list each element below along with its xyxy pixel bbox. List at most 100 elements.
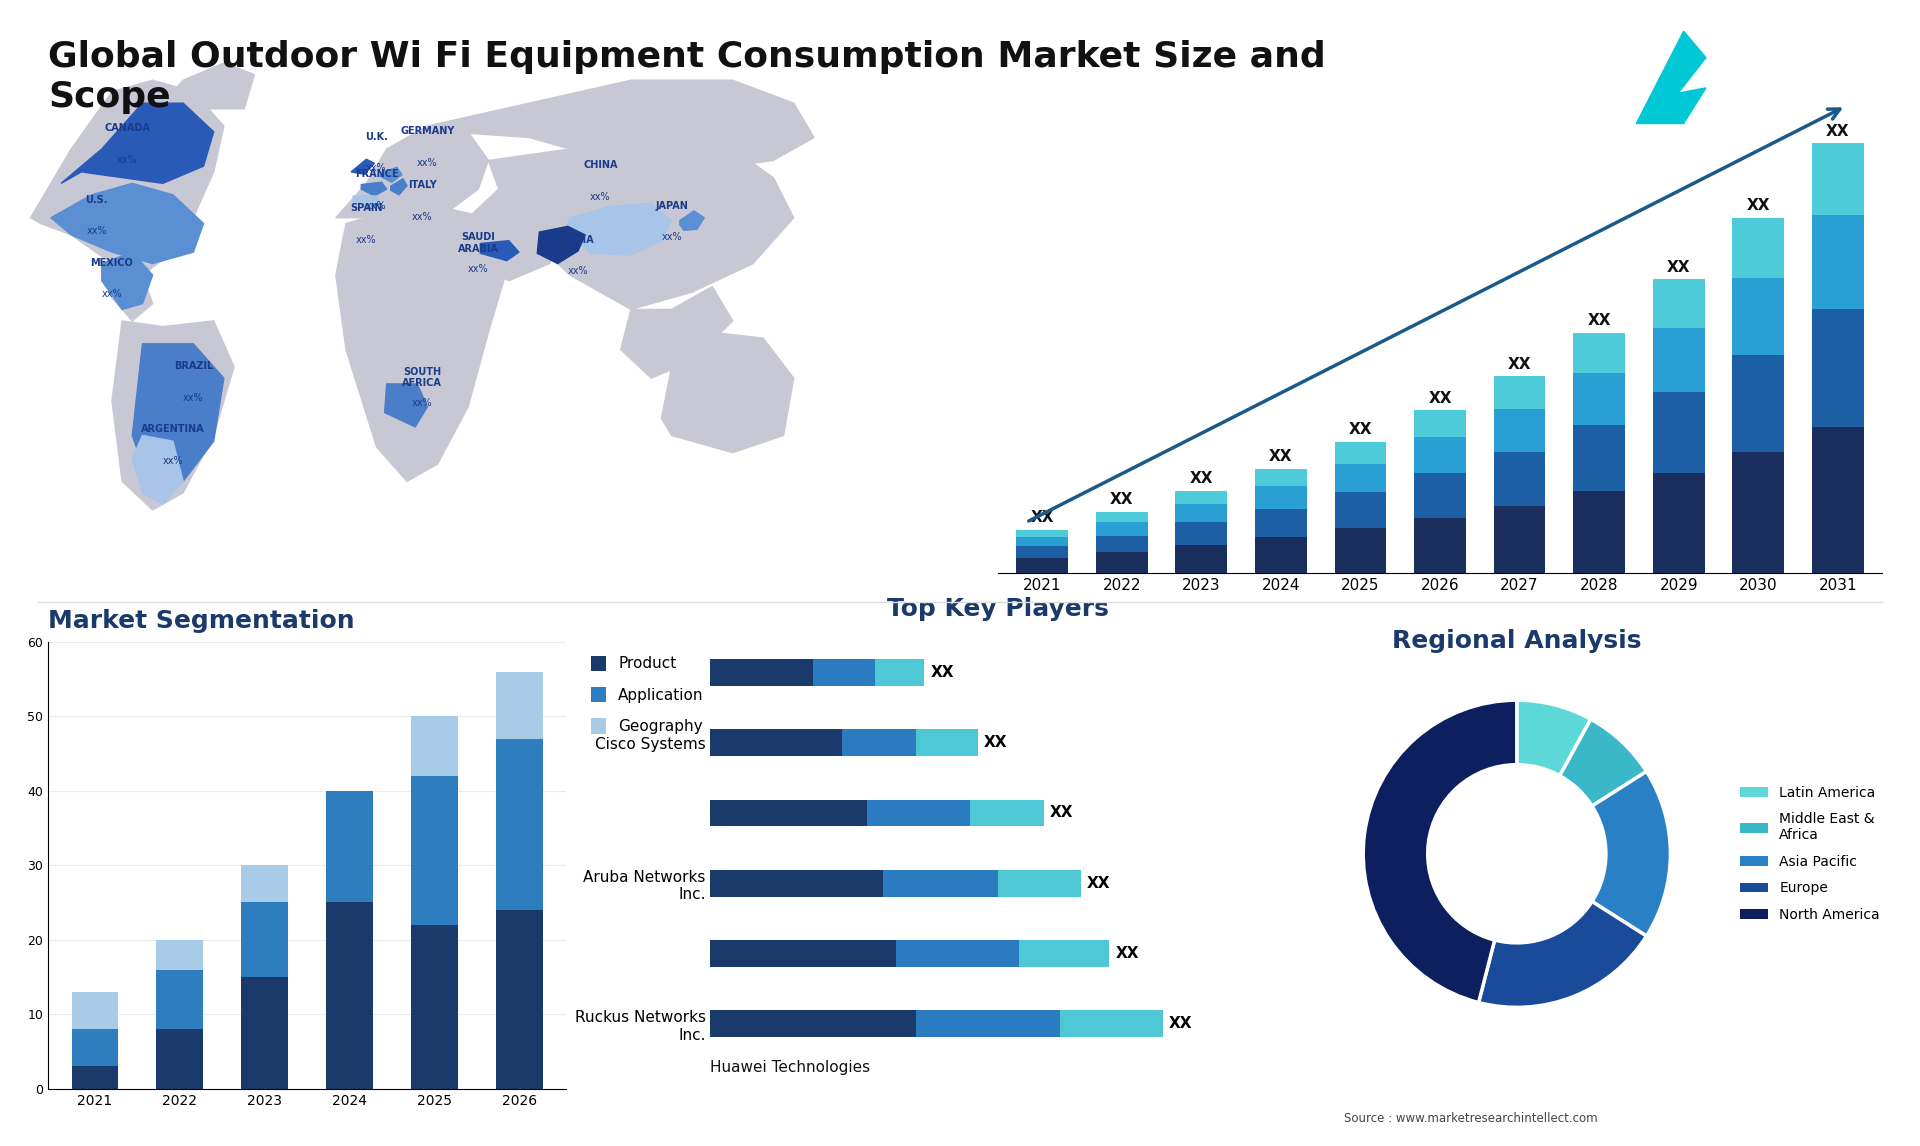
Bar — [1256, 509, 1308, 537]
Bar — [71, 1066, 119, 1089]
Text: XX: XX — [1031, 510, 1054, 525]
Bar — [1415, 438, 1465, 473]
Text: xx%: xx% — [367, 201, 386, 211]
Text: XX: XX — [931, 665, 954, 680]
Wedge shape — [1363, 700, 1517, 1003]
Bar — [1572, 425, 1624, 490]
Text: GERMANY: GERMANY — [399, 126, 455, 136]
Bar — [1096, 552, 1148, 573]
Polygon shape — [353, 196, 380, 207]
Wedge shape — [1517, 700, 1592, 776]
Bar — [1415, 518, 1465, 573]
Text: XX: XX — [1588, 313, 1611, 329]
Bar — [156, 970, 204, 1029]
Text: XX: XX — [1087, 876, 1110, 890]
Title: Regional Analysis: Regional Analysis — [1392, 629, 1642, 653]
Polygon shape — [660, 332, 793, 453]
Bar — [1494, 453, 1546, 505]
Text: XX: XX — [1169, 1017, 1192, 1031]
Polygon shape — [680, 211, 705, 230]
Text: xx%: xx% — [413, 212, 432, 222]
Text: XX: XX — [1050, 806, 1073, 821]
Wedge shape — [1478, 902, 1647, 1007]
Bar — [1096, 512, 1148, 523]
Wedge shape — [1559, 720, 1647, 806]
Bar — [866, 800, 970, 826]
Bar — [710, 800, 866, 826]
Text: XX: XX — [1116, 945, 1139, 960]
Text: xx%: xx% — [417, 158, 438, 167]
Bar — [883, 870, 998, 896]
Polygon shape — [31, 80, 225, 275]
Text: xx%: xx% — [163, 456, 182, 465]
Text: ITALY: ITALY — [407, 181, 436, 190]
Text: Huawei Technologies: Huawei Technologies — [710, 1060, 870, 1075]
Text: XX: XX — [1348, 422, 1373, 438]
Bar — [1334, 441, 1386, 464]
Text: xx%: xx% — [568, 267, 588, 276]
Polygon shape — [102, 252, 152, 309]
Wedge shape — [1592, 771, 1670, 936]
Bar — [1060, 1011, 1164, 1037]
Text: JAPAN: JAPAN — [655, 201, 687, 211]
Bar — [1016, 529, 1068, 537]
Text: Source : www.marketresearchintellect.com: Source : www.marketresearchintellect.com — [1344, 1113, 1597, 1125]
Polygon shape — [111, 321, 234, 510]
Text: XX: XX — [1269, 449, 1292, 464]
Text: BRAZIL: BRAZIL — [173, 361, 213, 371]
Bar — [1175, 490, 1227, 504]
Polygon shape — [384, 384, 428, 426]
Bar — [242, 976, 288, 1089]
Bar — [495, 910, 543, 1089]
Bar — [411, 776, 459, 925]
Text: SAUDI
ARABIA: SAUDI ARABIA — [457, 231, 499, 253]
Bar — [495, 738, 543, 910]
Bar — [1812, 215, 1864, 309]
Text: xx%: xx% — [86, 227, 108, 236]
Bar — [71, 991, 119, 1029]
Polygon shape — [351, 159, 374, 174]
Bar — [710, 659, 814, 685]
Bar — [1096, 535, 1148, 552]
Bar — [1415, 473, 1465, 518]
Text: SOUTH
AFRICA: SOUTH AFRICA — [403, 367, 442, 388]
Bar — [1732, 277, 1784, 355]
Legend: Product, Application, Geography: Product, Application, Geography — [584, 650, 710, 740]
Polygon shape — [361, 182, 386, 196]
Bar — [71, 1029, 119, 1066]
Text: Market Segmentation: Market Segmentation — [48, 609, 355, 633]
Bar — [1812, 426, 1864, 573]
Text: XX: XX — [1826, 124, 1849, 139]
Text: xx%: xx% — [660, 231, 682, 242]
Text: XX: XX — [1190, 471, 1213, 486]
Bar — [1732, 453, 1784, 573]
Bar — [326, 791, 372, 903]
Bar — [1572, 490, 1624, 573]
Text: RESEARCH: RESEARCH — [1734, 62, 1791, 72]
Bar — [895, 940, 1020, 967]
Text: xx%: xx% — [355, 235, 376, 245]
Bar — [1653, 473, 1705, 573]
Text: XX: XX — [1110, 493, 1133, 508]
Polygon shape — [1636, 31, 1705, 124]
Bar — [495, 672, 543, 738]
Bar — [411, 925, 459, 1089]
Text: xx%: xx% — [182, 393, 204, 402]
Bar — [1653, 329, 1705, 392]
Polygon shape — [61, 103, 213, 183]
Text: Global Outdoor Wi Fi Equipment Consumption Market Size and
Scope: Global Outdoor Wi Fi Equipment Consumpti… — [48, 40, 1325, 113]
Bar — [814, 659, 876, 685]
Bar — [1020, 940, 1110, 967]
Text: CANADA: CANADA — [104, 124, 150, 133]
Text: xx%: xx% — [102, 289, 123, 299]
Bar — [1016, 558, 1068, 573]
Bar — [156, 1029, 204, 1089]
Bar — [1494, 376, 1546, 409]
Text: INDIA: INDIA — [563, 235, 593, 245]
Bar — [326, 903, 372, 1089]
Text: MARKET: MARKET — [1734, 38, 1780, 48]
Bar — [1415, 410, 1465, 438]
Bar — [916, 1011, 1060, 1037]
Polygon shape — [50, 183, 204, 264]
Polygon shape — [428, 80, 814, 172]
